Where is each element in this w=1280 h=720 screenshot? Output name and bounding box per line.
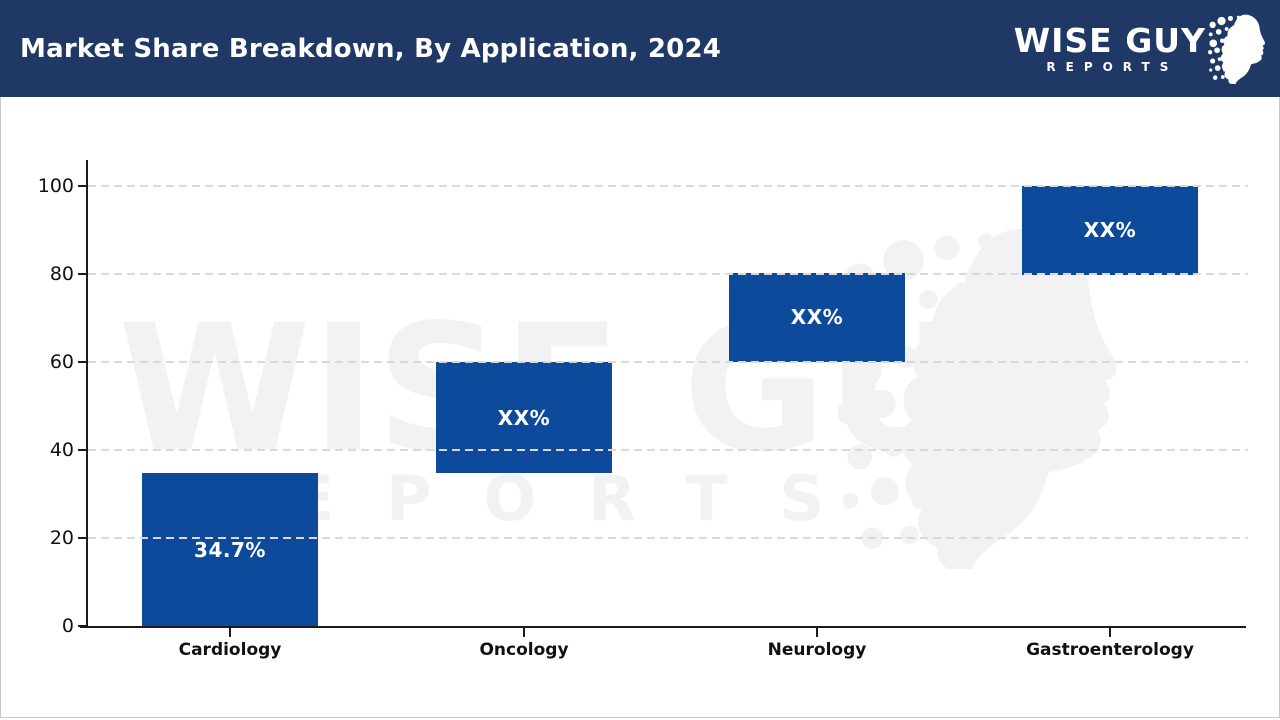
x-tick-mark <box>1109 628 1111 637</box>
chart-title: Market Share Breakdown, By Application, … <box>20 33 722 64</box>
brand-logo-text: WISE GUY REPORTS <box>1014 24 1206 74</box>
brand-logo: WISE GUY REPORTS <box>1014 14 1272 84</box>
y-tick-mark <box>78 537 87 539</box>
gridline <box>88 273 1248 275</box>
chart-area: WISE GUY REPORTS 0 20 40 60 80 100 34.7% Cardio… <box>0 97 1280 717</box>
logo-tagline: REPORTS <box>1046 59 1179 74</box>
category-label: Gastroenterology <box>1026 640 1194 660</box>
y-tick-label: 0 <box>61 615 74 637</box>
y-tick-mark <box>78 185 87 187</box>
gridline <box>88 361 1248 363</box>
x-tick-mark <box>523 628 525 637</box>
header-bar: Market Share Breakdown, By Application, … <box>0 0 1280 97</box>
y-tick-label: 40 <box>49 439 74 461</box>
y-tick-label: 80 <box>49 263 74 285</box>
gridline <box>88 537 1248 539</box>
bar-oncology: XX% <box>436 362 612 474</box>
bar-value-label: XX% <box>497 405 551 430</box>
category-label: Neurology <box>767 640 867 660</box>
bar-value-label: XX% <box>1083 218 1137 243</box>
y-tick-label: 60 <box>49 351 74 373</box>
y-tick-label: 100 <box>37 175 74 197</box>
y-tick-mark <box>78 625 87 627</box>
x-axis-line <box>80 626 1246 628</box>
y-tick-mark <box>78 449 87 451</box>
bar-neurology: XX% <box>729 272 905 362</box>
gridline <box>88 185 1248 187</box>
y-axis-line <box>86 160 88 628</box>
bar-value-label: 34.7% <box>194 537 266 562</box>
bar-gastroenterology: XX% <box>1022 186 1198 275</box>
y-tick-mark <box>78 273 87 275</box>
logo-wordmark: WISE GUY <box>1013 20 1206 60</box>
bar-value-label: XX% <box>790 305 844 330</box>
x-tick-mark <box>229 628 231 637</box>
bar-cardiology: 34.7% <box>142 473 318 626</box>
brand-head-icon <box>1208 14 1272 84</box>
gridline <box>88 449 1248 451</box>
y-tick-label: 20 <box>49 527 74 549</box>
y-tick-mark <box>78 361 87 363</box>
category-label: Cardiology <box>178 640 282 660</box>
x-tick-mark <box>816 628 818 637</box>
category-label: Oncology <box>479 640 569 660</box>
